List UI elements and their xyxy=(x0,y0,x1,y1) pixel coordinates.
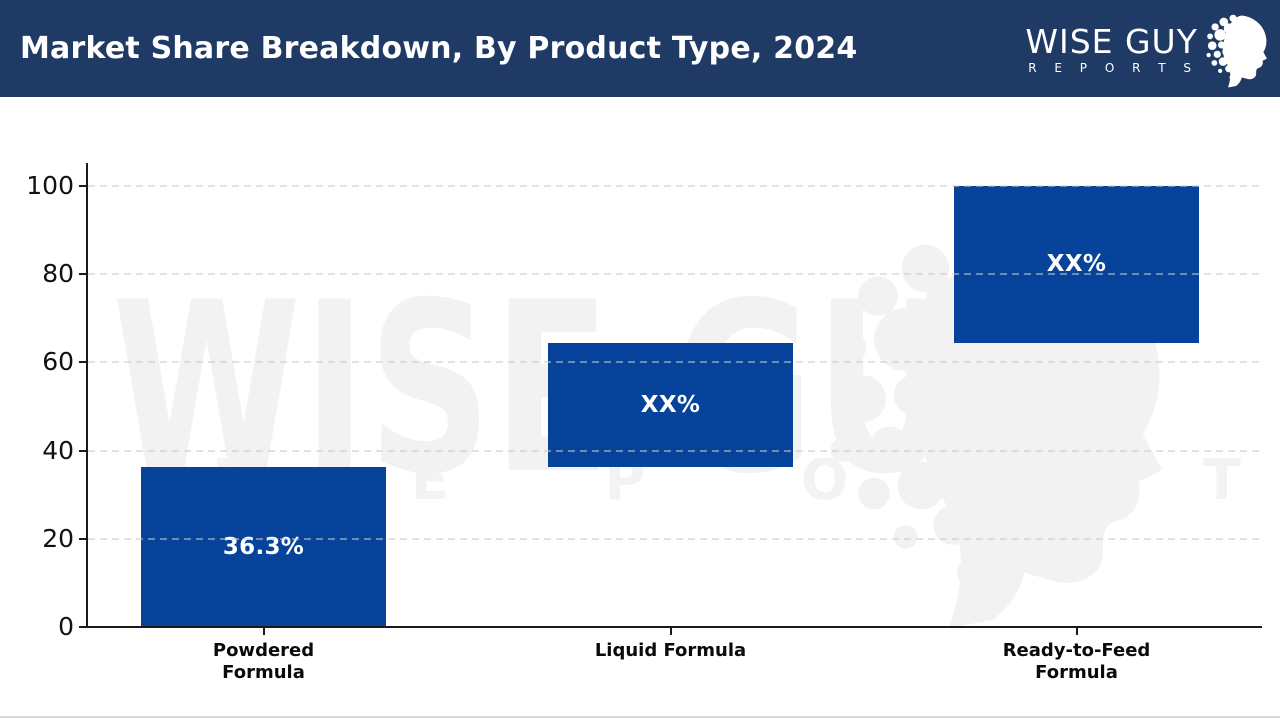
y-tick-label: 0 xyxy=(58,612,74,641)
y-tick-mark xyxy=(79,449,88,452)
h-gridline xyxy=(88,185,1262,187)
h-gridline xyxy=(88,537,1262,540)
y-tick-label: 100 xyxy=(26,171,74,200)
bottom-divider xyxy=(0,716,1280,718)
y-tick-label: 20 xyxy=(42,523,74,553)
x-tick-mark xyxy=(262,628,265,635)
h-gridline xyxy=(88,449,1262,452)
x-tick-mark xyxy=(1075,628,1078,635)
h-gridline xyxy=(88,273,1262,276)
logo-subtitle: R E P O R T S xyxy=(1028,61,1198,76)
x-category-label: Liquid Formula xyxy=(594,640,747,661)
h-gridline xyxy=(88,361,1262,364)
chart-title: Market Share Breakdown, By Product Type,… xyxy=(20,31,858,66)
bar-value-label: XX% xyxy=(1046,251,1107,278)
y-tick-mark xyxy=(79,626,88,628)
bar-segment: 36.3% xyxy=(141,466,386,627)
bar-segment: XX% xyxy=(954,186,1199,343)
header-bar: Market Share Breakdown, By Product Type,… xyxy=(0,0,1280,97)
logo-wordmark: WISE GUY xyxy=(1025,21,1198,61)
wiseguy-logo: WISE GUY R E P O R T S xyxy=(1025,6,1272,94)
y-tick-label: 80 xyxy=(42,259,74,289)
x-axis-line xyxy=(86,626,1262,628)
y-tick-label: 40 xyxy=(42,435,74,465)
y-tick-mark xyxy=(79,537,88,540)
x-category-label: Ready-to-Feed Formula xyxy=(1002,640,1151,683)
y-tick-mark xyxy=(79,361,88,364)
logo-text: WISE GUY R E P O R T S xyxy=(1025,25,1198,76)
y-axis-line xyxy=(86,163,88,628)
x-tick-mark xyxy=(669,628,672,635)
bar-value-label: XX% xyxy=(640,391,701,418)
y-tick-label: 60 xyxy=(42,347,74,377)
y-tick-mark xyxy=(79,185,88,187)
dotted-head-icon xyxy=(1200,10,1272,90)
x-category-label: Powdered Formula xyxy=(212,640,315,683)
y-tick-mark xyxy=(79,273,88,276)
